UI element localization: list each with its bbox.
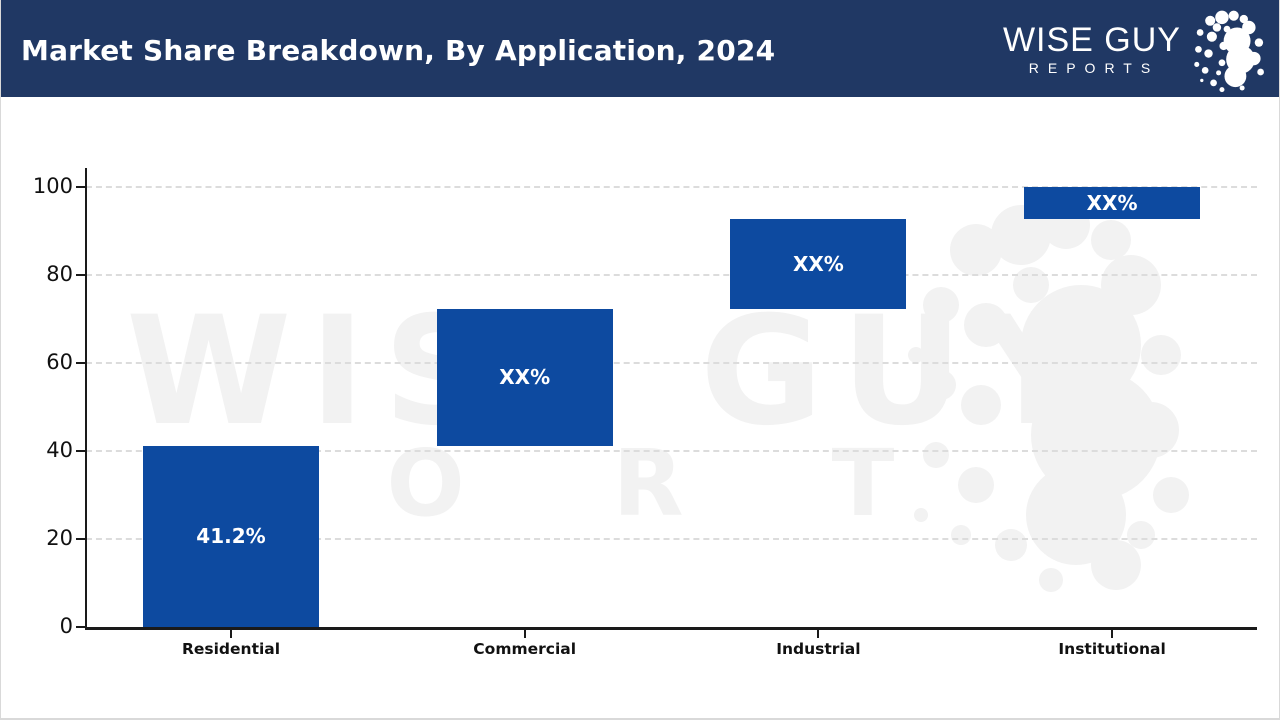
y-tick-label-100: 100 <box>32 174 73 198</box>
gridline-20 <box>86 538 1257 540</box>
gridline-40 <box>86 450 1257 452</box>
y-tick-0 <box>76 626 85 628</box>
x-tick-industrial <box>817 629 820 638</box>
bar-value-label: XX% <box>499 365 551 390</box>
y-axis-spine <box>85 168 87 630</box>
y-tick-label-0: 0 <box>59 614 73 638</box>
watermark-head-icon <box>908 201 1189 592</box>
y-tick-20 <box>76 538 85 540</box>
x-tick-institutional <box>1111 629 1114 638</box>
x-axis-spine <box>85 627 1257 630</box>
page-title: Market Share Breakdown, By Application, … <box>21 34 776 67</box>
x-tick-label-commercial: Commercial <box>473 640 577 658</box>
wiseguy-logo: WISE GUY REPORTS <box>1003 6 1269 94</box>
y-tick-label-60: 60 <box>46 350 73 374</box>
y-tick-label-80: 80 <box>46 262 73 286</box>
bar-industrial: XX% <box>730 219 907 309</box>
header-band: Market Share Breakdown, By Application, … <box>1 0 1279 97</box>
gridline-100 <box>86 186 1257 188</box>
x-tick-commercial <box>523 629 526 638</box>
x-tick-label-institutional: Institutional <box>1058 640 1166 658</box>
bar-value-label: XX% <box>792 251 844 276</box>
y-tick-40 <box>76 450 85 452</box>
x-tick-label-industrial: Industrial <box>776 640 861 658</box>
bar-commercial: XX% <box>436 308 613 446</box>
wiseguy-head-icon <box>1194 10 1264 93</box>
bar-residential: 41.2% <box>143 445 319 627</box>
gridline-60 <box>86 362 1257 364</box>
wiseguy-logo-text: WISE GUY REPORTS <box>1003 22 1181 76</box>
y-tick-100 <box>76 186 85 188</box>
bar-value-label: 41.2% <box>196 524 266 549</box>
logo-subtitle: REPORTS <box>1028 60 1160 76</box>
y-tick-60 <box>76 362 85 364</box>
y-tick-label-40: 40 <box>46 438 73 462</box>
bar-value-label: XX% <box>1086 191 1138 216</box>
y-tick-80 <box>76 274 85 276</box>
logo-wordmark: WISE GUY <box>1002 21 1181 59</box>
y-tick-label-20: 20 <box>46 526 73 550</box>
bar-institutional: XX% <box>1024 187 1201 220</box>
watermark-subtitle: P O R T S <box>171 430 1167 537</box>
x-tick-residential <box>230 629 232 638</box>
x-tick-label-residential: Residential <box>181 640 281 658</box>
gridline-80 <box>86 274 1257 276</box>
